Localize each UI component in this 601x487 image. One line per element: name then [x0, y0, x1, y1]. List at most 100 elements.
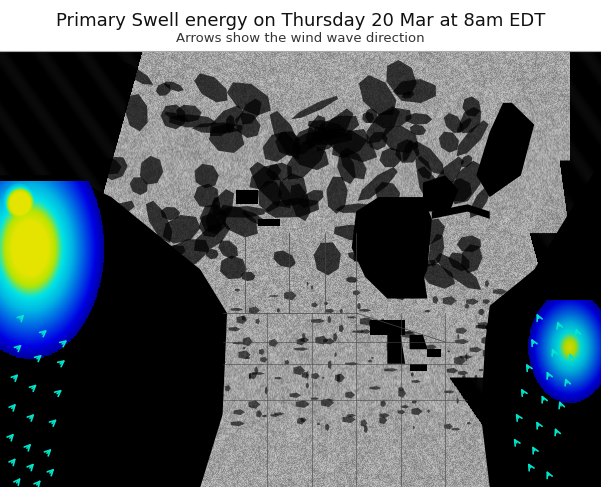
Polygon shape	[365, 108, 378, 123]
Polygon shape	[317, 423, 320, 425]
Polygon shape	[444, 390, 455, 393]
Polygon shape	[346, 392, 355, 398]
Polygon shape	[374, 108, 412, 128]
Polygon shape	[398, 238, 424, 248]
Polygon shape	[364, 425, 368, 433]
Polygon shape	[182, 422, 191, 429]
Polygon shape	[164, 410, 177, 412]
Polygon shape	[169, 114, 217, 127]
Polygon shape	[258, 181, 282, 212]
Polygon shape	[206, 342, 208, 349]
Polygon shape	[411, 141, 444, 175]
Polygon shape	[206, 189, 234, 232]
Polygon shape	[233, 342, 245, 344]
Polygon shape	[263, 131, 293, 162]
Polygon shape	[265, 386, 267, 394]
Polygon shape	[425, 310, 431, 313]
Polygon shape	[385, 368, 398, 372]
Polygon shape	[493, 389, 501, 393]
Polygon shape	[254, 367, 258, 375]
Polygon shape	[335, 374, 345, 382]
Polygon shape	[176, 105, 201, 122]
Polygon shape	[401, 331, 415, 334]
Polygon shape	[397, 292, 406, 300]
Polygon shape	[444, 424, 453, 429]
Polygon shape	[164, 249, 172, 259]
Polygon shape	[130, 417, 139, 426]
Polygon shape	[290, 184, 311, 221]
Polygon shape	[358, 167, 398, 201]
Polygon shape	[252, 372, 265, 375]
Polygon shape	[317, 109, 353, 152]
Polygon shape	[448, 253, 469, 271]
Polygon shape	[311, 373, 320, 379]
Polygon shape	[398, 387, 404, 391]
Polygon shape	[212, 197, 220, 217]
Polygon shape	[284, 291, 297, 300]
Polygon shape	[275, 131, 300, 156]
Polygon shape	[153, 321, 166, 329]
Polygon shape	[466, 299, 479, 305]
Polygon shape	[462, 375, 467, 384]
Polygon shape	[136, 389, 143, 392]
Polygon shape	[362, 112, 374, 123]
Polygon shape	[128, 293, 139, 299]
Polygon shape	[85, 287, 89, 289]
Polygon shape	[105, 321, 108, 328]
Polygon shape	[493, 373, 504, 380]
Polygon shape	[275, 377, 282, 380]
Polygon shape	[82, 357, 87, 364]
Polygon shape	[471, 388, 477, 393]
Polygon shape	[360, 317, 374, 325]
Polygon shape	[380, 400, 386, 407]
Polygon shape	[266, 163, 292, 181]
Polygon shape	[427, 349, 441, 356]
Polygon shape	[302, 333, 305, 341]
Polygon shape	[379, 413, 389, 418]
Polygon shape	[346, 277, 358, 282]
Polygon shape	[479, 369, 484, 371]
Polygon shape	[259, 349, 265, 355]
Polygon shape	[481, 337, 488, 344]
Polygon shape	[361, 329, 371, 334]
Polygon shape	[480, 407, 493, 411]
Polygon shape	[203, 366, 210, 374]
Polygon shape	[163, 215, 200, 244]
Polygon shape	[249, 373, 251, 380]
Polygon shape	[444, 113, 463, 133]
Polygon shape	[243, 347, 246, 349]
Polygon shape	[402, 331, 415, 338]
Polygon shape	[483, 349, 492, 358]
Polygon shape	[490, 374, 494, 381]
Polygon shape	[398, 389, 406, 398]
Polygon shape	[345, 362, 359, 365]
Polygon shape	[485, 306, 529, 342]
Polygon shape	[316, 336, 329, 344]
Polygon shape	[147, 419, 150, 421]
Polygon shape	[457, 120, 489, 156]
Polygon shape	[311, 302, 318, 307]
Polygon shape	[201, 293, 214, 295]
Polygon shape	[302, 372, 308, 378]
Polygon shape	[432, 205, 490, 219]
Polygon shape	[420, 264, 455, 289]
Polygon shape	[340, 148, 367, 179]
Polygon shape	[264, 198, 319, 218]
Polygon shape	[182, 307, 191, 314]
Polygon shape	[433, 296, 438, 304]
Polygon shape	[206, 249, 219, 259]
Polygon shape	[361, 419, 367, 427]
Polygon shape	[112, 59, 153, 85]
Polygon shape	[239, 350, 251, 359]
Polygon shape	[165, 112, 189, 122]
Polygon shape	[138, 376, 145, 383]
Polygon shape	[465, 353, 468, 361]
Polygon shape	[493, 304, 495, 314]
Polygon shape	[478, 322, 490, 329]
Polygon shape	[369, 319, 378, 328]
Polygon shape	[401, 92, 414, 99]
Polygon shape	[226, 115, 235, 133]
Polygon shape	[125, 94, 148, 131]
Polygon shape	[242, 316, 246, 321]
Polygon shape	[195, 164, 219, 188]
